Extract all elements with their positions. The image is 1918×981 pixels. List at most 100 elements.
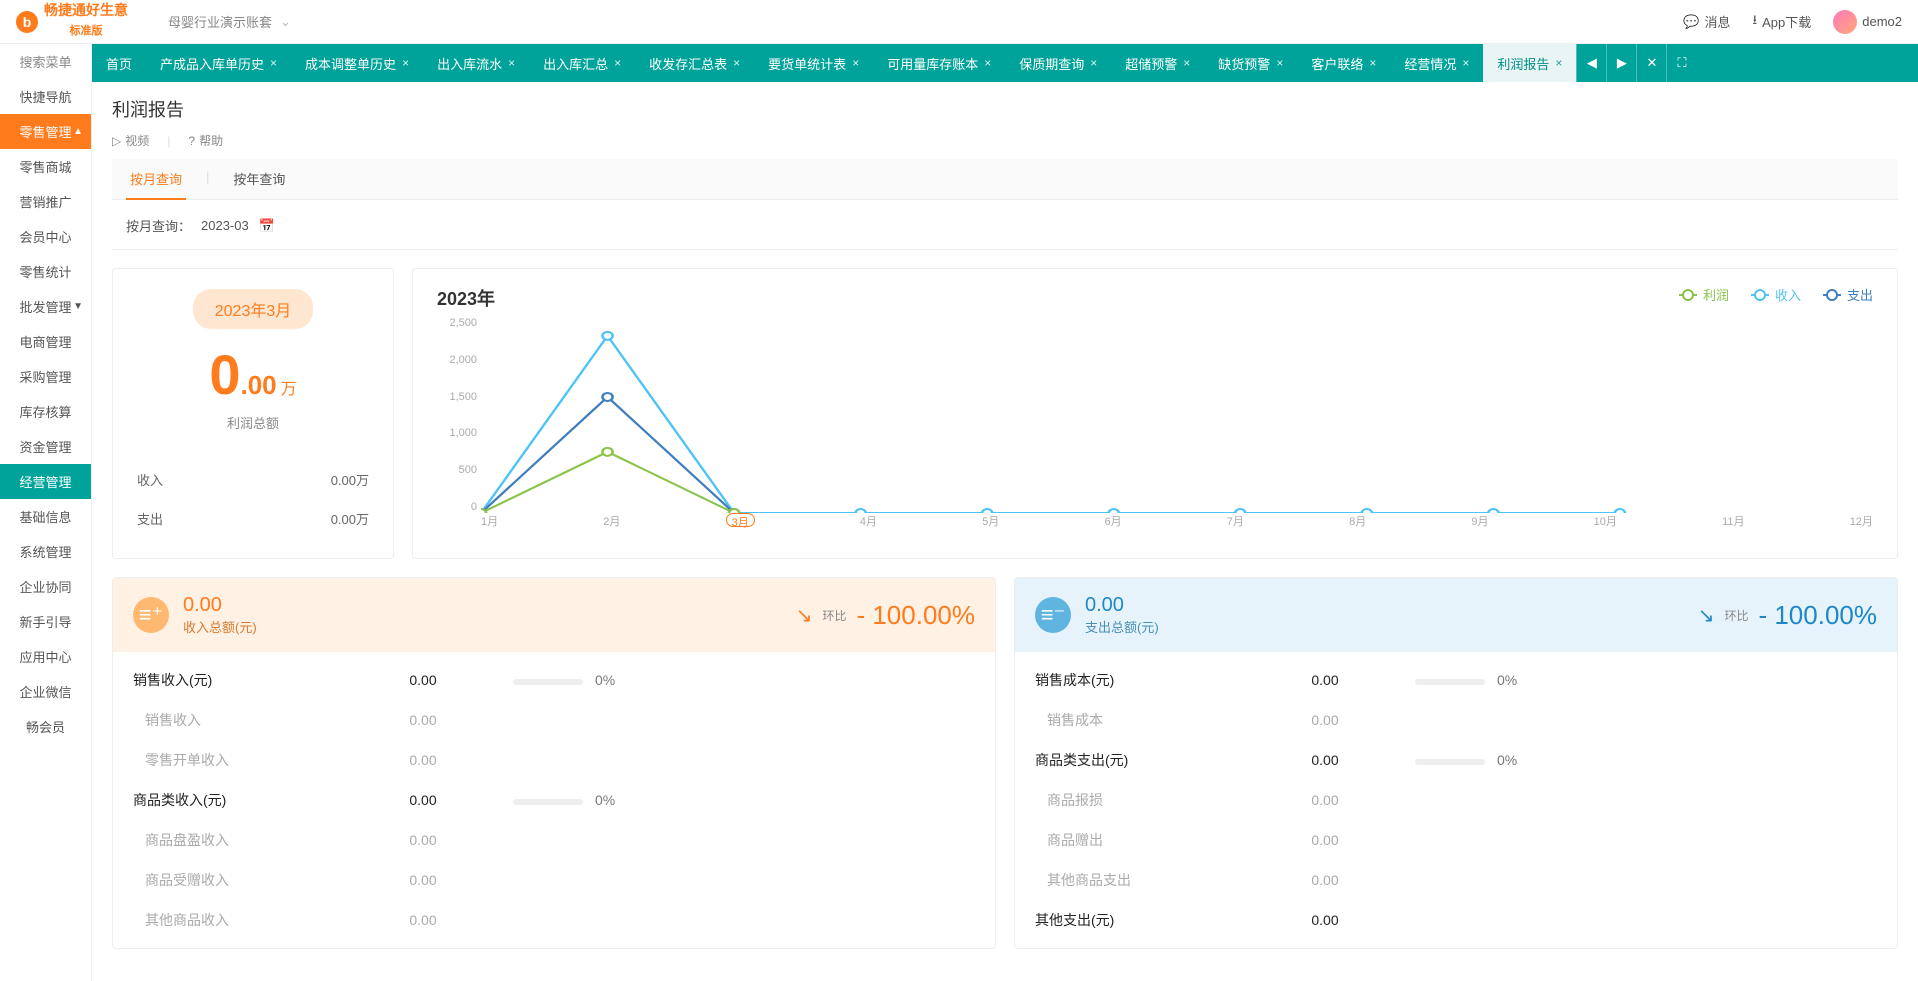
- tab-by-month[interactable]: 按月查询: [126, 159, 186, 200]
- tab-bar: 首页产成品入库单历史×成本调整单历史×出入库流水×出入库汇总×收发存汇总表×要货…: [92, 44, 1918, 82]
- sidebar-item[interactable]: 快捷导航: [0, 79, 91, 114]
- tab[interactable]: 出入库流水×: [423, 44, 529, 82]
- tab-control[interactable]: ✕: [1636, 44, 1666, 82]
- tab[interactable]: 保质期查询×: [1005, 44, 1111, 82]
- detail-row: 商品类收入(元)0.000%: [133, 780, 975, 820]
- income-icon: ≡⁺: [133, 597, 169, 633]
- sidebar-item[interactable]: 零售统计: [0, 254, 91, 289]
- caret-icon: ▼: [73, 301, 83, 312]
- tab[interactable]: 要货单统计表×: [754, 44, 873, 82]
- tab[interactable]: 可用量库存账本×: [873, 44, 1005, 82]
- close-icon[interactable]: ×: [402, 56, 409, 70]
- tab[interactable]: 经营情况×: [1390, 44, 1483, 82]
- detail-row: 销售收入(元)0.000%: [133, 660, 975, 700]
- message-icon: 💬: [1683, 14, 1699, 30]
- tab[interactable]: 成本调整单历史×: [291, 44, 423, 82]
- messages-button[interactable]: 💬 消息: [1683, 12, 1730, 31]
- tab-control[interactable]: ◀: [1576, 44, 1606, 82]
- sidebar-item[interactable]: 新手引导: [0, 604, 91, 639]
- close-icon[interactable]: ×: [984, 56, 991, 70]
- help-icon: ?: [188, 134, 195, 148]
- sidebar: 搜索菜单快捷导航零售管理▲零售商城营销推广会员中心零售统计批发管理▼电商管理采购…: [0, 44, 92, 981]
- close-icon[interactable]: ×: [1183, 56, 1190, 70]
- help-link[interactable]: ?帮助: [188, 132, 223, 149]
- detail-row: 商品类支出(元)0.000%: [1035, 740, 1877, 780]
- tab[interactable]: 产成品入库单历史×: [146, 44, 291, 82]
- page-title: 利润报告: [112, 96, 1898, 122]
- tab[interactable]: 利润报告×: [1483, 44, 1576, 82]
- expense-rows: 销售成本(元)0.000%销售成本0.00商品类支出(元)0.000%商品报损0…: [1015, 652, 1897, 948]
- sidebar-item[interactable]: 系统管理: [0, 534, 91, 569]
- tab-control[interactable]: ▶: [1606, 44, 1636, 82]
- close-icon[interactable]: ×: [1369, 56, 1376, 70]
- sidebar-item[interactable]: 经营管理: [0, 464, 91, 499]
- tab[interactable]: 缺货预警×: [1204, 44, 1297, 82]
- income-panel-header: ≡⁺ 0.00 收入总额(元) ↘ 环比 - 100.00%: [113, 578, 995, 652]
- topbar-right: 💬 消息 ⭳ App下载 demo2: [1683, 10, 1902, 34]
- close-icon[interactable]: ×: [1555, 56, 1562, 70]
- expense-panel-header: ≡⁻ 0.00 支出总额(元) ↘ 环比 - 100.00%: [1015, 578, 1897, 652]
- query-tabs: 按月查询 | 按年查询: [112, 159, 1898, 200]
- sidebar-item[interactable]: 搜索菜单: [0, 44, 91, 79]
- detail-row: 商品盘盈收入0.00: [133, 820, 975, 860]
- tab[interactable]: 首页: [92, 44, 146, 82]
- close-icon[interactable]: ×: [733, 56, 740, 70]
- topbar: b 畅捷通好生意 标准版 母婴行业演示账套 ⌄ 💬 消息 ⭳ App下载 dem…: [0, 0, 1918, 44]
- sidebar-item[interactable]: 企业协同: [0, 569, 91, 604]
- sidebar-item[interactable]: 资金管理: [0, 429, 91, 464]
- user-menu[interactable]: demo2: [1833, 10, 1902, 34]
- detail-row: 其他支出(元)0.00: [1035, 900, 1877, 940]
- month-query-row: 按月查询： 2023-03 📅: [112, 216, 1898, 250]
- expense-icon: ≡⁻: [1035, 597, 1071, 633]
- calendar-icon[interactable]: 📅: [259, 218, 275, 234]
- app-download-button[interactable]: ⭳ App下载: [1753, 11, 1812, 33]
- sidebar-item[interactable]: 应用中心: [0, 639, 91, 674]
- sidebar-item[interactable]: 畅会员: [0, 709, 91, 744]
- chart-area: 2,5002,0001,5001,0005000 1月2月3月4月5月6月7月8…: [481, 317, 1873, 527]
- close-icon[interactable]: ×: [270, 56, 277, 70]
- main: 首页产成品入库单历史×成本调整单历史×出入库流水×出入库汇总×收发存汇总表×要货…: [92, 44, 1918, 981]
- close-icon[interactable]: ×: [614, 56, 621, 70]
- legend-expense: 支出: [1823, 285, 1873, 304]
- tab-by-year[interactable]: 按年查询: [229, 159, 289, 199]
- logo-icon: b: [16, 11, 38, 33]
- sidebar-item[interactable]: 零售商城: [0, 149, 91, 184]
- sidebar-item[interactable]: 采购管理: [0, 359, 91, 394]
- brand-name: 畅捷通好生意: [44, 0, 128, 20]
- account-select[interactable]: 母婴行业演示账套 ⌄: [168, 12, 291, 31]
- edition-label: 标准版: [44, 20, 128, 44]
- tab[interactable]: 客户联络×: [1297, 44, 1390, 82]
- sidebar-item[interactable]: 会员中心: [0, 219, 91, 254]
- tab[interactable]: 收发存汇总表×: [635, 44, 754, 82]
- sidebar-item[interactable]: 库存核算: [0, 394, 91, 429]
- sidebar-item[interactable]: 零售管理▲: [0, 114, 91, 149]
- logo: b 畅捷通好生意 标准版: [16, 0, 128, 44]
- income-panel: ≡⁺ 0.00 收入总额(元) ↘ 环比 - 100.00% 销售收入: [112, 577, 996, 949]
- sidebar-item[interactable]: 营销推广: [0, 184, 91, 219]
- close-icon[interactable]: ×: [508, 56, 515, 70]
- close-icon[interactable]: ×: [1090, 56, 1097, 70]
- detail-row: 商品报损0.00: [1035, 780, 1877, 820]
- month-value[interactable]: 2023-03: [201, 218, 249, 233]
- sidebar-item[interactable]: 电商管理: [0, 324, 91, 359]
- close-icon[interactable]: ×: [1462, 56, 1469, 70]
- detail-row: 商品受赠收入0.00: [133, 860, 975, 900]
- close-icon[interactable]: ×: [1276, 56, 1283, 70]
- account-name: 母婴行业演示账套: [168, 12, 272, 31]
- sidebar-item[interactable]: 基础信息: [0, 499, 91, 534]
- chevron-down-icon: ⌄: [280, 14, 291, 30]
- tab-control[interactable]: ⛶: [1666, 44, 1696, 82]
- play-icon: ▷: [112, 134, 121, 148]
- sidebar-item[interactable]: 批发管理▼: [0, 289, 91, 324]
- expense-label: 支出总额(元): [1085, 617, 1159, 636]
- expense-kv: 支出0.00万: [137, 499, 369, 538]
- tab[interactable]: 超储预警×: [1111, 44, 1204, 82]
- expense-value: 0.00: [1085, 594, 1159, 617]
- detail-row: 商品赠出0.00: [1035, 820, 1877, 860]
- close-icon[interactable]: ×: [852, 56, 859, 70]
- video-link[interactable]: ▷视频: [112, 132, 149, 149]
- x-axis: 1月2月3月4月5月6月7月8月9月10月11月12月: [481, 513, 1873, 527]
- trend-down-icon: ↘: [1698, 603, 1715, 628]
- tab[interactable]: 出入库汇总×: [529, 44, 635, 82]
- sidebar-item[interactable]: 企业微信: [0, 674, 91, 709]
